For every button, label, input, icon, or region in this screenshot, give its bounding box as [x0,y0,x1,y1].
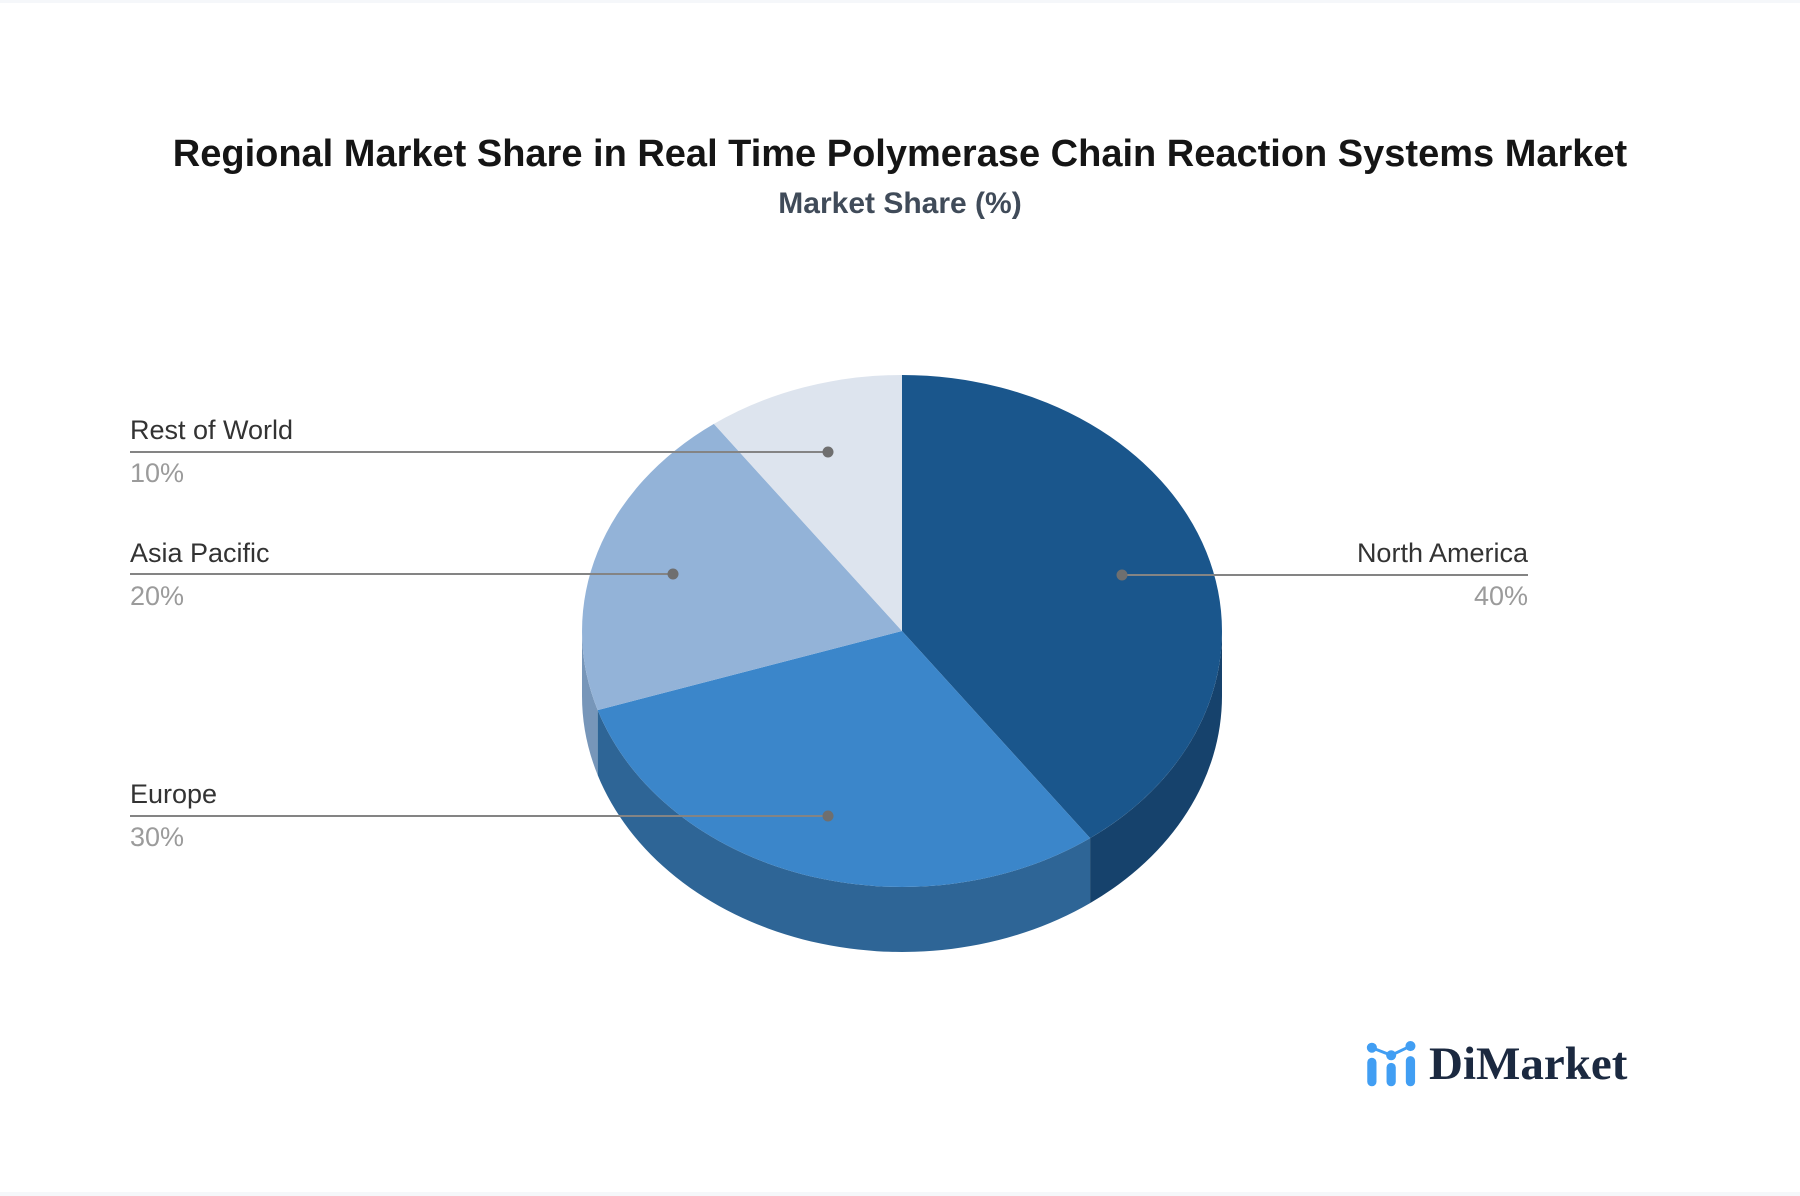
pie-slice-side-europe [597,710,1091,952]
callout-north-america: North America 40% [1357,538,1528,611]
callout-asia-pacific: Asia Pacific 20% [130,538,270,611]
pie-slice-asia-pacific[interactable] [582,423,902,711]
brand-logo-text: DiMarket [1429,1038,1628,1090]
leader-dot-asia-pacific [667,568,679,580]
slice-label-asia-pacific: Asia Pacific [130,538,270,568]
chart-subtitle: Market Share (%) [778,187,1022,220]
leader-dot-rest-of-world [822,446,834,458]
top-edge-strip [0,0,1800,3]
chart-title: Regional Market Share in Real Time Polym… [172,133,1628,175]
pie-slice-europe[interactable] [597,631,1091,887]
pie-slice-rest-of-world[interactable] [713,375,902,631]
bottom-edge-strip [0,1192,1800,1196]
slice-label-europe: Europe [130,779,218,809]
slice-value-asia-pacific: 20% [130,581,185,611]
callout-rest-of-world: Rest of World 10% [130,415,293,488]
leader-dot-north-america [1116,569,1128,581]
bar-line-chart-icon [1366,1040,1416,1086]
callout-dots [667,446,1128,822]
callout-europe: Europe 30% [130,779,217,852]
callout-lines [130,451,1528,817]
slice-value-rest-of-world: 10% [130,458,185,488]
slice-value-europe: 30% [130,822,185,852]
pie-slice-side-asia-pacific [582,631,598,776]
brand-logo: DiMarket [1366,1036,1627,1092]
slice-value-north-america: 40% [1473,581,1528,611]
pie-slice-side-north-america [1090,631,1222,904]
leader-dot-europe [822,810,834,822]
slice-label-rest-of-world: Rest of World [130,415,294,445]
slice-label-north-america: North America [1356,538,1528,568]
pie-slice-north-america[interactable] [902,375,1222,839]
